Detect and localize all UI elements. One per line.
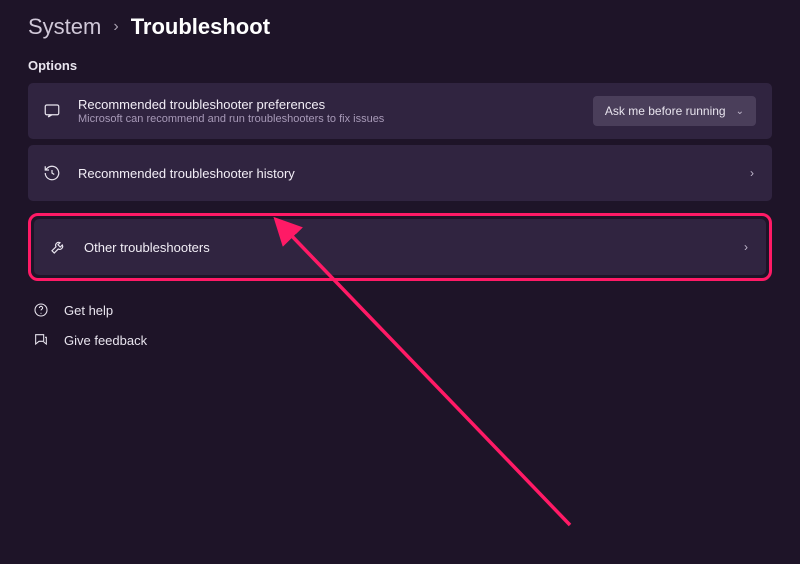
settings-troubleshoot-page: System › Troubleshoot Options Recommende… <box>0 0 800 564</box>
link-get-help[interactable]: Get help <box>32 301 772 319</box>
help-icon <box>32 301 50 319</box>
card-title: Other troubleshooters <box>84 240 728 255</box>
breadcrumb-parent[interactable]: System <box>28 14 101 40</box>
card-troubleshooter-history[interactable]: Recommended troubleshooter history › <box>28 145 772 201</box>
feedback-icon <box>32 331 50 349</box>
card-title: Recommended troubleshooter preferences <box>78 97 577 112</box>
card-other-troubleshooters[interactable]: Other troubleshooters › <box>34 219 766 275</box>
chevron-right-icon: › <box>750 166 756 180</box>
link-label: Get help <box>64 303 113 318</box>
annotation-highlight-box: Other troubleshooters › <box>28 213 772 281</box>
section-label-options: Options <box>28 58 772 73</box>
chevron-down-icon: ⌄ <box>736 106 744 117</box>
link-label: Give feedback <box>64 333 147 348</box>
card-text: Recommended troubleshooter preferences M… <box>78 97 577 125</box>
card-title: Recommended troubleshooter history <box>78 166 734 181</box>
link-give-feedback[interactable]: Give feedback <box>32 331 772 349</box>
card-subtitle: Microsoft can recommend and run troubles… <box>78 113 577 125</box>
footer-links: Get help Give feedback <box>28 301 772 349</box>
chevron-right-icon: › <box>744 240 750 254</box>
card-troubleshooter-preferences[interactable]: Recommended troubleshooter preferences M… <box>28 83 772 139</box>
card-text: Other troubleshooters <box>84 240 728 255</box>
page-title: Troubleshoot <box>131 14 270 40</box>
dropdown-value: Ask me before running <box>605 104 726 118</box>
wrench-icon <box>48 237 68 257</box>
chevron-right-icon: › <box>113 18 118 36</box>
breadcrumb: System › Troubleshoot <box>28 14 772 40</box>
history-icon <box>42 163 62 183</box>
preferences-dropdown[interactable]: Ask me before running ⌄ <box>593 96 756 126</box>
chat-icon <box>42 101 62 121</box>
card-text: Recommended troubleshooter history <box>78 166 734 181</box>
options-cards: Recommended troubleshooter preferences M… <box>28 83 772 281</box>
